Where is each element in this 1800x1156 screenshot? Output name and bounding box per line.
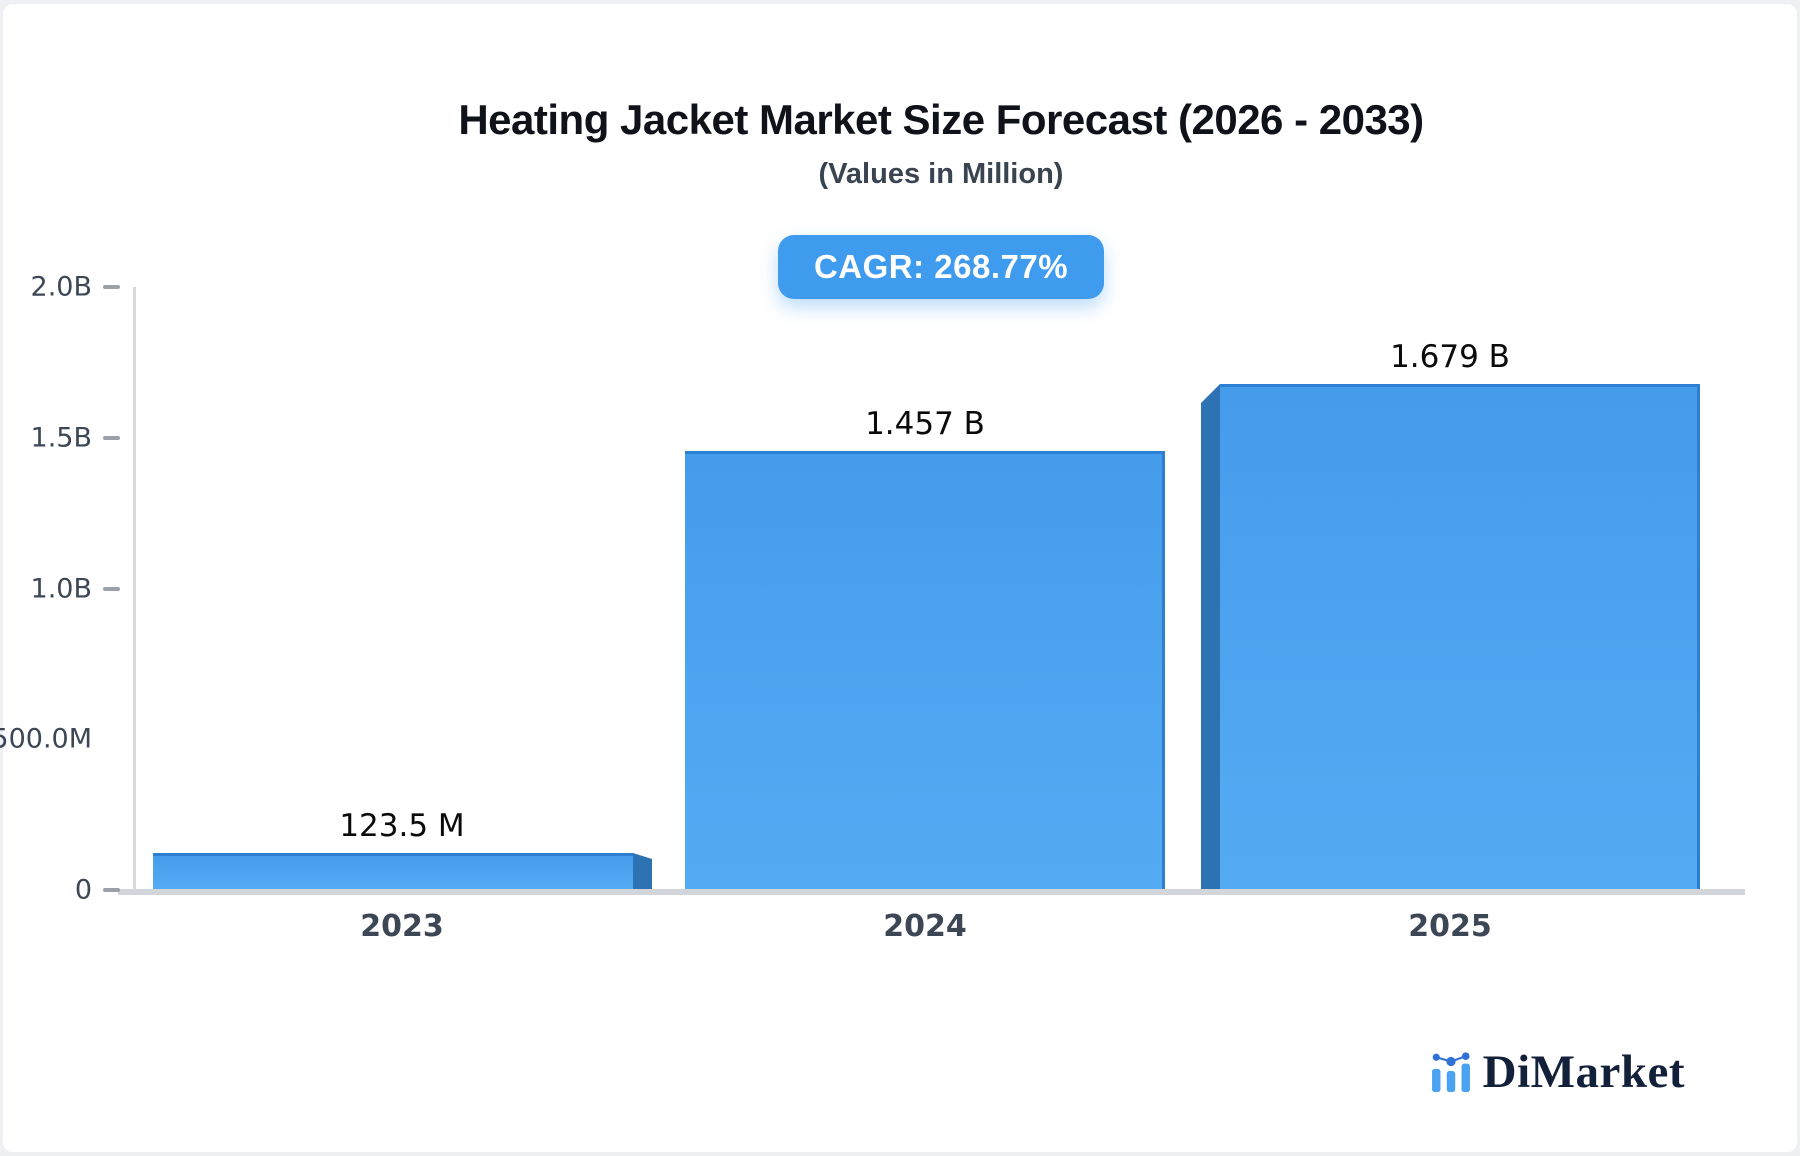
x-tick-label: 2024: [883, 909, 967, 944]
bar-2024: [685, 451, 1165, 889]
bar-3d-bevel: [1201, 384, 1220, 889]
cagr-badge: CAGR: 268.77%: [777, 235, 1105, 299]
chart-subtitle: (Values in Million): [818, 158, 1064, 190]
x-tick-label: 2023: [360, 909, 444, 944]
y-tick-label: 0: [74, 874, 92, 906]
x-tick-label: 2025: [1408, 909, 1492, 944]
y-tick-label: 2.0B: [30, 271, 92, 303]
x-axis-line: [118, 889, 1745, 895]
brand-logo: DiMarket: [1431, 1044, 1685, 1100]
bar-2023: [153, 853, 633, 889]
mini-bar-line-chart-icon: [1431, 1052, 1470, 1092]
y-tick-label: 500.0M: [0, 723, 92, 755]
bar-value-label: 123.5 M: [339, 808, 465, 844]
y-tick-dash: [103, 435, 120, 440]
y-tick-dash: [103, 285, 120, 289]
bar-value-label: 1.457 B: [865, 406, 985, 442]
y-axis-line: [133, 287, 136, 890]
chart-header: Heating Jacket Market Size Forecast (202…: [134, 4, 1748, 299]
chart-card: Heating Jacket Market Size Forecast (202…: [0, 4, 1797, 1152]
bar-3d-bevel: [633, 853, 652, 889]
brand-name: DiMarket: [1482, 1046, 1685, 1098]
y-tick-label: 1.5B: [30, 422, 92, 454]
y-tick-dash: [103, 888, 120, 892]
chart-title: Heating Jacket Market Size Forecast (202…: [458, 96, 1424, 143]
bar-2025: [1220, 384, 1700, 889]
y-tick-dash: [103, 586, 120, 591]
bar-value-label: 1.679 B: [1390, 339, 1510, 375]
y-tick-label: 1.0B: [30, 573, 92, 604]
